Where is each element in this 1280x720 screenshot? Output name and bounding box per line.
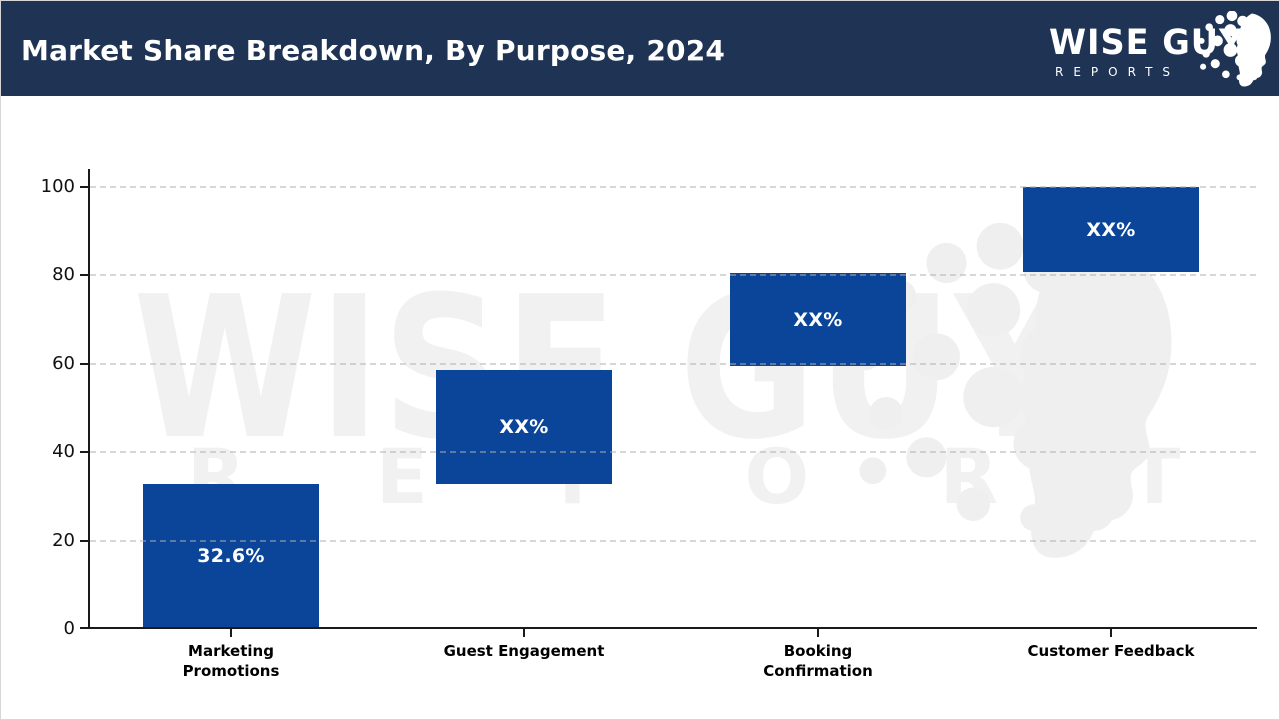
y-tick: [80, 627, 88, 629]
bar-value-label: XX%: [793, 308, 843, 331]
bar-marketing-promotions: 32.6%: [143, 484, 319, 627]
bar-value-label: XX%: [1086, 218, 1136, 241]
bar-booking-confirmation: XX%: [730, 273, 906, 366]
category-line: Marketing: [188, 642, 274, 660]
y-tick-label: 80: [52, 264, 75, 285]
x-tick: [523, 629, 525, 637]
y-tick-label: 100: [40, 176, 75, 197]
x-category-label: Customer Feedback: [1001, 641, 1221, 661]
bar-guest-engagement: XX%: [436, 370, 612, 484]
category-line: Guest Engagement: [443, 642, 605, 660]
y-tick: [80, 540, 88, 542]
logo-subtext: REPORTS: [1055, 65, 1181, 79]
y-tick-label: 40: [52, 441, 75, 462]
x-axis-line: [88, 627, 1257, 629]
y-tick: [80, 363, 88, 365]
y-tick: [80, 274, 88, 276]
y-tick-label: 20: [52, 530, 75, 551]
chart-title: Market Share Breakdown, By Purpose, 2024: [21, 34, 726, 67]
category-line: Customer Feedback: [1027, 642, 1195, 660]
x-tick: [817, 629, 819, 637]
gridline-20: [90, 540, 1256, 542]
x-category-label: Guest Engagement: [414, 641, 634, 661]
wise-guy-reports-logo: WISE GUY REPORTS: [1013, 9, 1275, 91]
bar-value-label: 32.6%: [197, 544, 265, 567]
category-line: Booking: [783, 642, 853, 660]
y-tick-label: 60: [52, 353, 75, 374]
logo-face-icon: [1198, 11, 1271, 87]
y-tick-label: 0: [63, 618, 75, 639]
bar-customer-feedback: XX%: [1023, 187, 1199, 272]
category-line: Confirmation: [763, 662, 873, 680]
y-tick: [80, 186, 88, 188]
gridline-60: [90, 363, 1256, 365]
gridline-40: [90, 451, 1256, 453]
gridline-80: [90, 274, 1256, 276]
y-axis-line: [88, 169, 90, 629]
header-bar: Market Share Breakdown, By Purpose, 2024…: [1, 1, 1279, 96]
x-category-label: Marketing Promotions: [121, 641, 341, 681]
bar-value-label: XX%: [499, 416, 549, 438]
category-line: Promotions: [182, 662, 280, 680]
gridline-100: [90, 186, 1256, 188]
x-tick: [1110, 629, 1112, 637]
x-tick: [230, 629, 232, 637]
x-category-label: Booking Confirmation: [708, 641, 928, 681]
y-tick: [80, 451, 88, 453]
